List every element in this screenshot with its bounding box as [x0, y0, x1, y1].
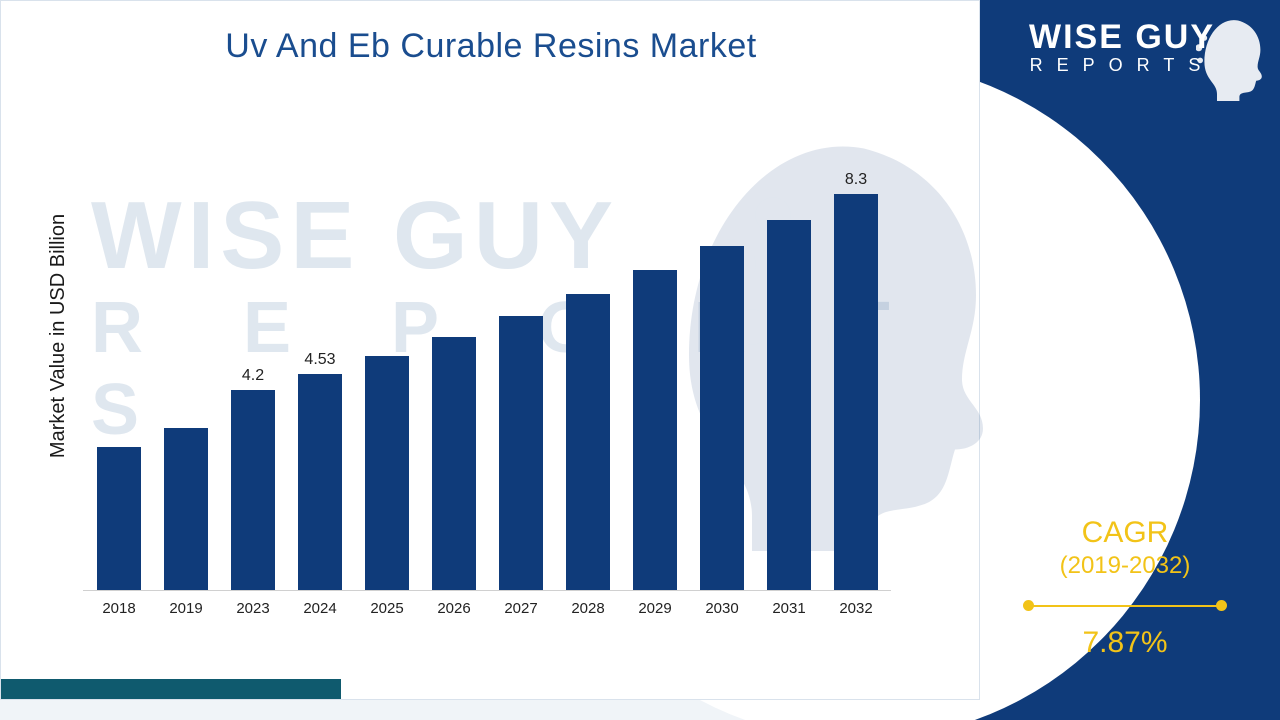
cagr-value: 7.87% — [1010, 626, 1240, 660]
x-tick-label: 2029 — [625, 600, 685, 617]
cagr-period: (2019-2032) — [1010, 552, 1240, 580]
stage: Uv And Eb Curable Resins Market WISE GUY… — [0, 0, 1280, 720]
bar — [97, 447, 141, 590]
x-axis-line — [83, 590, 891, 591]
x-tick-label: 2027 — [491, 600, 551, 617]
bar — [499, 316, 543, 590]
bar-chart: 2018201920234.220244.5320252026202720282… — [83, 151, 891, 591]
y-axis-label: Market Value in USD Billion — [47, 92, 70, 336]
bar — [767, 220, 811, 590]
chart-title: Uv And Eb Curable Resins Market — [1, 27, 981, 66]
bar-value-label: 4.53 — [290, 351, 350, 369]
x-tick-label: 2028 — [558, 600, 618, 617]
x-tick-label: 2024 — [290, 600, 350, 617]
x-tick-label: 2030 — [692, 600, 752, 617]
x-tick-label: 2025 — [357, 600, 417, 617]
cagr-divider — [1028, 596, 1222, 616]
x-tick-label: 2019 — [156, 600, 216, 617]
chart-card: Uv And Eb Curable Resins Market WISE GUY… — [0, 0, 980, 700]
bar — [298, 374, 342, 590]
x-tick-label: 2018 — [89, 600, 149, 617]
bar — [834, 194, 878, 590]
x-tick-label: 2026 — [424, 600, 484, 617]
bar-value-label: 4.2 — [223, 367, 283, 385]
x-tick-label: 2031 — [759, 600, 819, 617]
bar — [365, 356, 409, 590]
bar-value-label: 8.3 — [826, 171, 886, 189]
bar — [700, 246, 744, 590]
x-tick-label: 2023 — [223, 600, 283, 617]
bottom-accent-bar — [1, 679, 341, 699]
bar — [432, 337, 476, 590]
bar — [164, 428, 208, 590]
cagr-block: CAGR (2019-2032) 7.87% — [1010, 516, 1240, 660]
cagr-heading: CAGR — [1010, 516, 1240, 550]
bar — [566, 294, 610, 590]
brand-head-icon — [1196, 14, 1266, 104]
x-tick-label: 2032 — [826, 600, 886, 617]
bar — [231, 390, 275, 590]
bar — [633, 270, 677, 590]
